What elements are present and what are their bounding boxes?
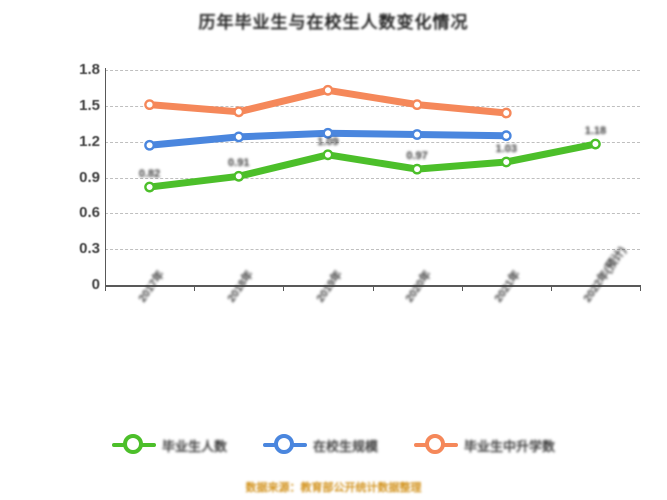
y-axis-tick-label: 1.8	[79, 61, 100, 78]
y-axis-tick-label: 0.6	[79, 204, 100, 222]
x-axis-tick	[372, 285, 374, 291]
legend-label: 在校生规模	[312, 438, 378, 454]
y-axis-tick-label: 1.2	[79, 132, 100, 150]
x-axis-tick	[194, 285, 196, 291]
legend-item[interactable]: 在校生规模	[262, 434, 378, 456]
legend-item[interactable]: 毕业生人数	[111, 434, 227, 456]
data-label: 0.97	[406, 150, 428, 163]
gridline	[105, 177, 640, 179]
x-axis-tick	[640, 285, 641, 291]
plot-area	[105, 70, 640, 286]
circle-marker-blue-icon	[262, 434, 307, 456]
data-label: 0.91	[228, 157, 250, 170]
gridline	[105, 249, 640, 251]
legend-dot	[122, 434, 143, 454]
legend-item[interactable]: 毕业生中升学数	[414, 434, 555, 456]
x-axis-tick	[105, 285, 106, 291]
chart-legend: 毕业生人数 在校生规模 毕业生中升学数	[0, 434, 667, 456]
legend-label: 毕业生人数	[161, 438, 227, 454]
y-axis-tick-label: 0.9	[79, 168, 100, 186]
y-axis-line	[105, 68, 106, 287]
x-axis-tick	[283, 285, 285, 291]
data-label: 0.82	[138, 168, 161, 181]
gridline	[105, 70, 640, 71]
data-label: 1.18	[584, 125, 607, 138]
x-axis-tick	[550, 285, 552, 291]
data-label: 1.09	[317, 135, 339, 148]
data-label: 1.03	[495, 142, 517, 155]
gridline	[105, 141, 640, 143]
circle-marker-orange-icon	[414, 434, 458, 456]
x-axis-tick	[461, 285, 463, 291]
circle-marker-green-icon	[111, 434, 156, 456]
y-axis-tick-label: 0	[91, 276, 100, 293]
chart-footnote: 数据来源：教育部公开统计数据整理	[245, 482, 422, 494]
gridline	[105, 213, 640, 215]
y-axis-tick-labels: 1.8 1.5 1.2 0.9 0.6 0.3 0	[48, 0, 100, 500]
y-axis-tick-label: 1.5	[79, 96, 100, 114]
legend-label: 毕业生中升学数	[464, 438, 556, 454]
y-axis-tick-label: 0.3	[79, 240, 100, 258]
legend-dot	[273, 434, 294, 454]
gridline	[105, 105, 640, 107]
page-title: 历年毕业生与在校生人数变化情况	[198, 13, 469, 32]
legend-dot	[425, 434, 445, 454]
